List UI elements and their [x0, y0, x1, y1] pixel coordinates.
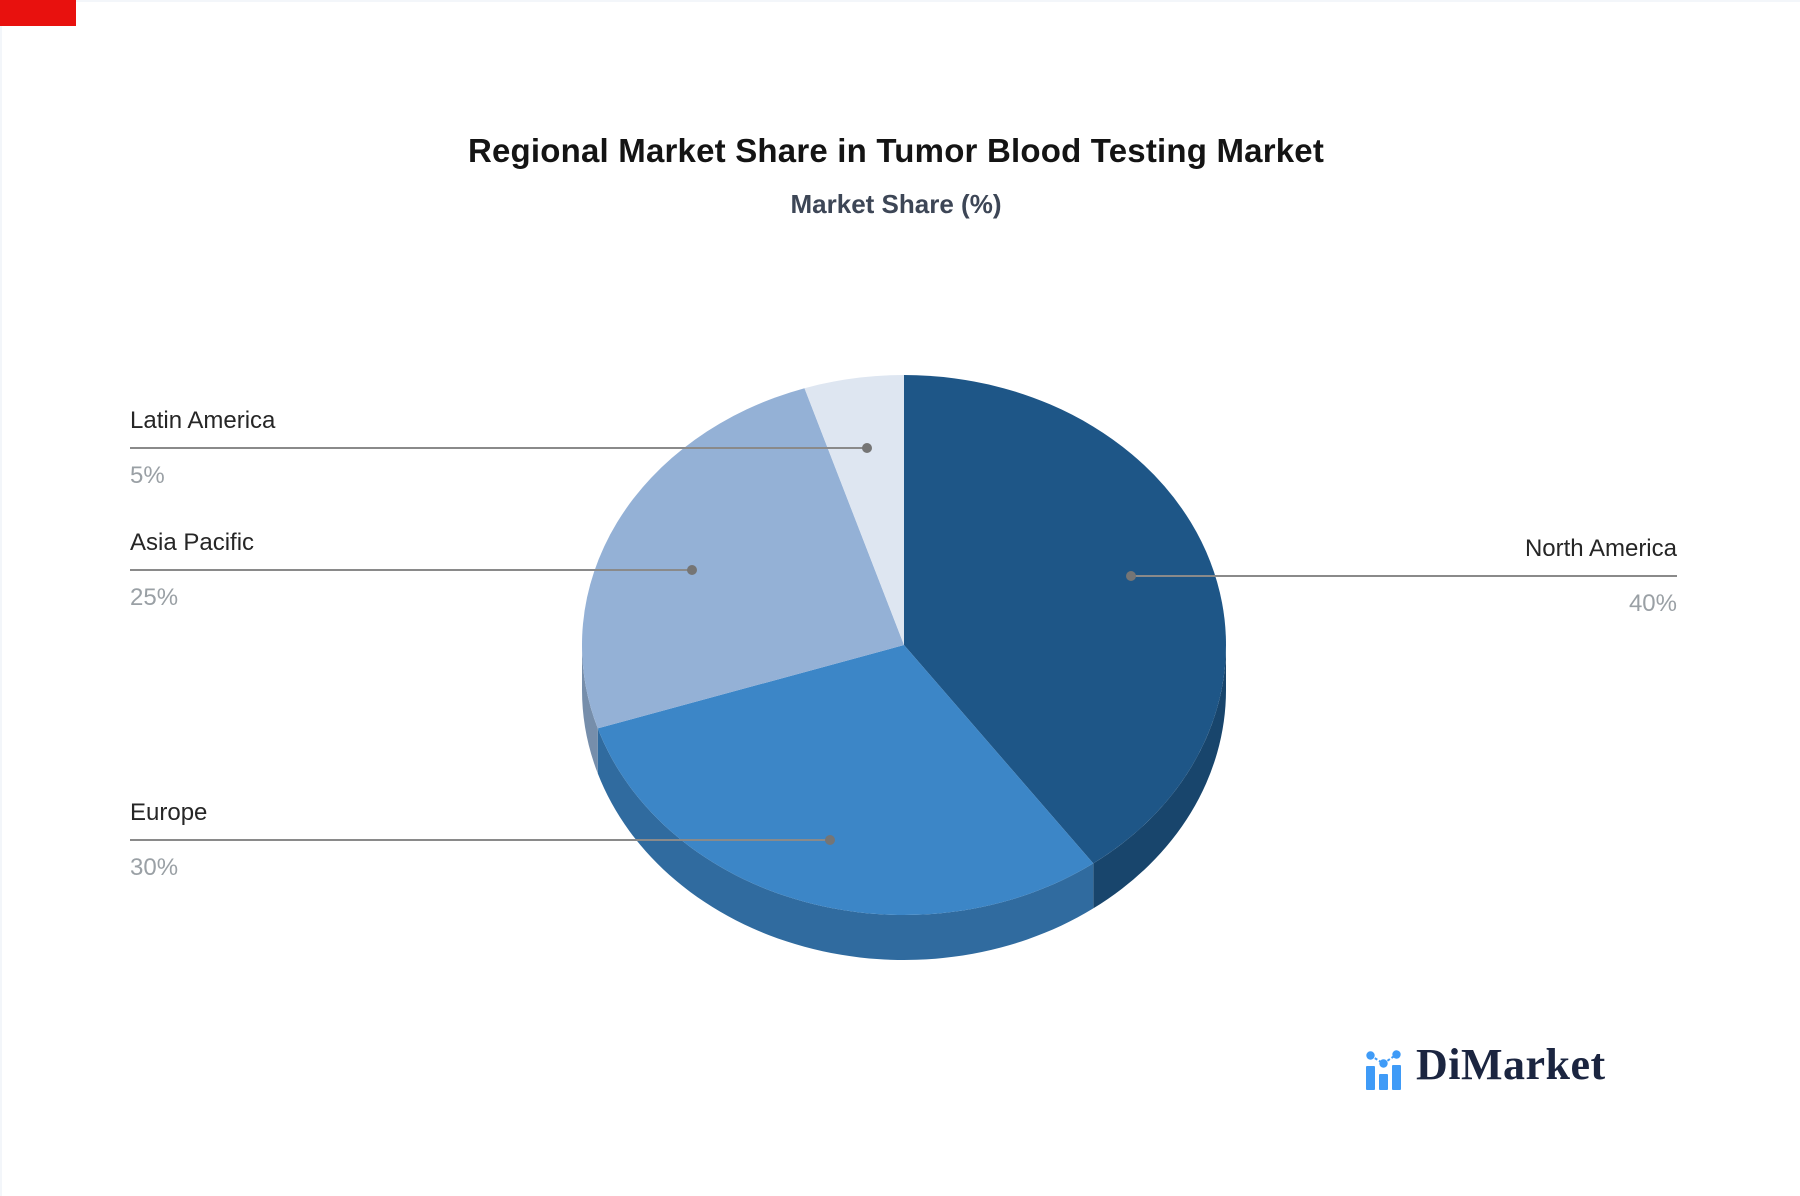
callout-dot-asia-pacific: [687, 565, 697, 575]
pie-slice-north-america[interactable]: [904, 375, 1226, 864]
chart-subtitle: Market Share (%): [790, 189, 1002, 219]
callout-dot-europe: [825, 835, 835, 845]
callout-dot-north-america: [1126, 571, 1136, 581]
window-top-edge: [0, 0, 1800, 2]
callout-dot-latin-america: [862, 443, 872, 453]
pie-slice-side-north-america[interactable]: [1093, 645, 1226, 909]
window-left-edge: [0, 0, 2, 1196]
pie-slice-latin-america[interactable]: [804, 375, 904, 645]
chart-title: Regional Market Share in Tumor Blood Tes…: [467, 132, 1325, 169]
pie-slice-europe[interactable]: [597, 645, 1094, 915]
dimarket-logo: DiMarket: [1364, 1042, 1606, 1091]
logo-text: DiMarket: [1416, 1040, 1606, 1089]
pie-slice-side-asia-pacific[interactable]: [582, 645, 598, 774]
bar-chart-logo-icon: [1366, 1050, 1401, 1090]
pie-slice-side-europe[interactable]: [597, 728, 1094, 960]
pie-slice-asia-pacific[interactable]: [582, 388, 904, 729]
recording-marker: [0, 0, 76, 26]
